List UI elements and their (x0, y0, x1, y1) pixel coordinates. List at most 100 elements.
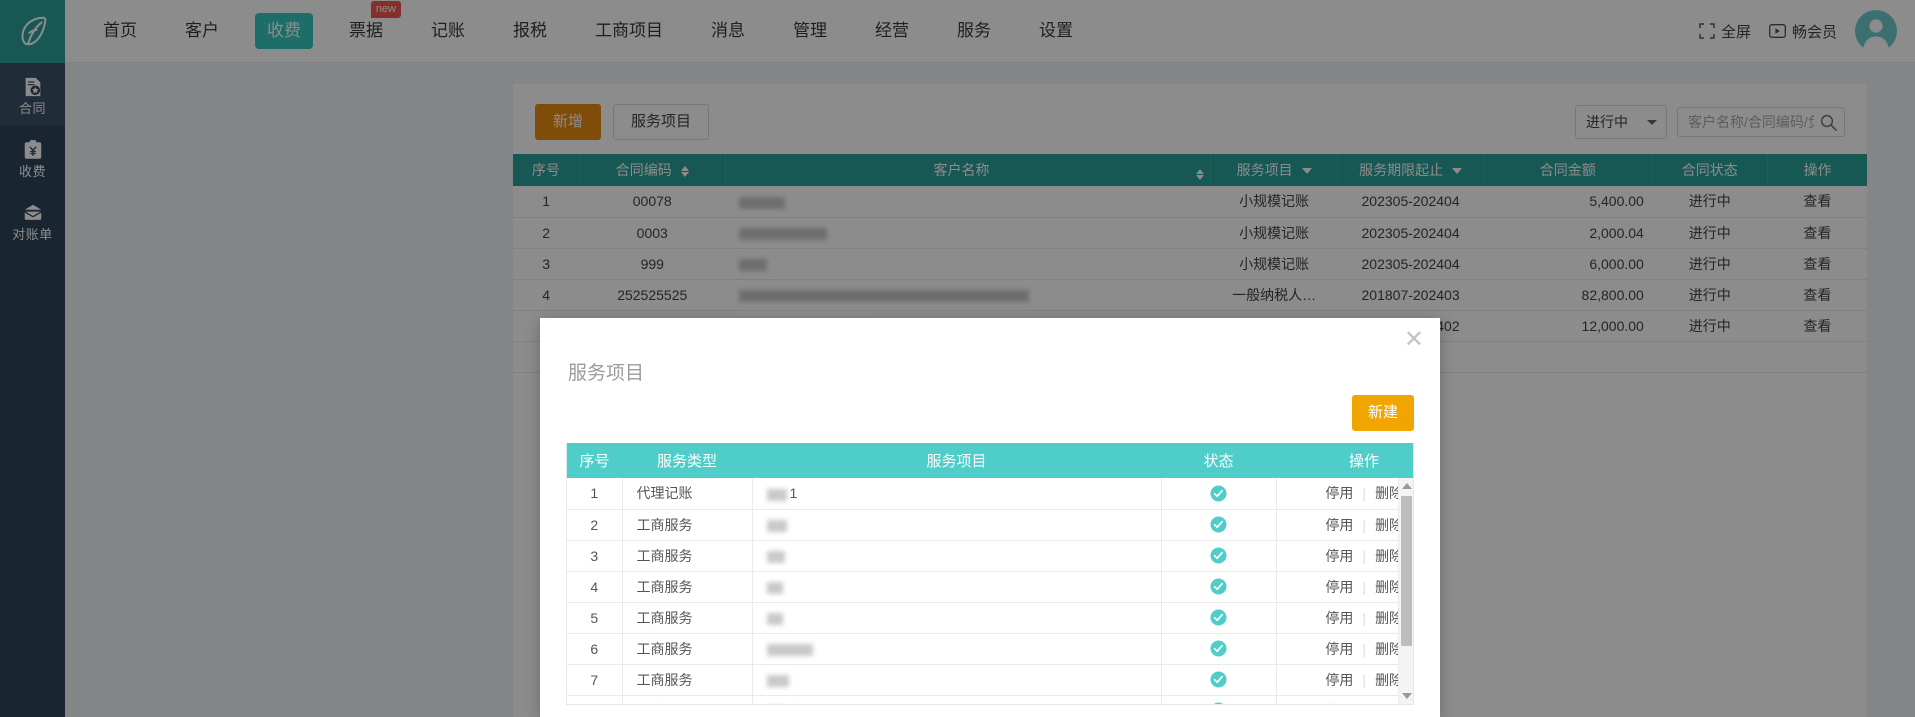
delete-link[interactable]: 删除 (1375, 640, 1404, 657)
table-row[interactable]: 4 252525525 一般纳税人… 201807-202403 82,800.00 进行… (513, 279, 1867, 311)
col-code[interactable]: 合同编码 (579, 154, 726, 186)
nav-item-1[interactable]: 客户 (173, 13, 231, 49)
view-link[interactable]: 查看 (1803, 286, 1832, 303)
table-row[interactable]: 6 工商服务 停用 | 删除 (567, 633, 1413, 665)
delete-link[interactable]: 删除 (1375, 671, 1404, 688)
cell-service-item: 注册 (752, 695, 1162, 704)
sidebar-item-fee[interactable]: 收费 (0, 126, 65, 189)
nav-item-3[interactable]: 票据 new (337, 1, 401, 49)
col-label: 服务期限起止 (1359, 162, 1444, 178)
cell-action[interactable]: 查看 (1767, 279, 1867, 311)
table-row[interactable]: 1 00078 小规模记账 202305-202404 5,400.00 进行中 查看 (513, 186, 1867, 218)
cell-action: 停用 | 删除 (1276, 664, 1413, 696)
table-row[interactable]: 1 代理记账 1 停用 | 删除 (567, 478, 1413, 510)
view-link[interactable]: 查看 (1803, 224, 1832, 241)
delete-link[interactable]: 删除 (1375, 609, 1404, 626)
col-period[interactable]: 服务期限起止 (1337, 154, 1485, 186)
disable-link[interactable]: 停用 (1325, 547, 1354, 564)
play-video-icon (1769, 24, 1786, 38)
col-label: 服务项目 (1236, 162, 1293, 178)
disable-link[interactable]: 停用 (1325, 671, 1354, 688)
nav-item-5[interactable]: 报税 (501, 13, 559, 49)
disable-link[interactable]: 停用 (1325, 516, 1354, 533)
disable-link[interactable]: 停用 (1325, 703, 1353, 705)
scroll-down-icon[interactable] (1402, 693, 1412, 699)
table-row[interactable]: 3 999 小规模记账 202305-202404 6,000.00 进行中 查看 (513, 248, 1867, 280)
member-button[interactable]: 畅会员 (1769, 21, 1837, 42)
avatar[interactable] (1855, 10, 1897, 52)
app-logo[interactable] (0, 0, 65, 63)
cell-no: 4 (567, 571, 623, 603)
disable-link[interactable]: 停用 (1325, 640, 1354, 657)
cell-period: 202305-202404 (1337, 186, 1484, 218)
status-filter-value: 进行中 (1586, 114, 1628, 130)
scroll-up-icon[interactable] (1402, 483, 1412, 489)
col-service[interactable]: 服务项目 (1210, 154, 1338, 186)
disable-link[interactable]: 停用 (1325, 609, 1354, 626)
search-input[interactable] (1688, 114, 1814, 130)
col-amount: 合同金额 (1483, 154, 1653, 186)
modal-table-wrapper: 序号 服务类型 服务项目 状态 操作 1 代理记账 1 停用 | 删除 2 工商服务 停用 | 删除… (566, 443, 1414, 705)
nav-item-2[interactable]: 收费 (255, 13, 313, 49)
nav-item-10[interactable]: 服务 (945, 13, 1003, 49)
cell-service-item (752, 540, 1162, 572)
delete-link[interactable]: 删除 (1375, 578, 1404, 595)
search-icon[interactable] (1820, 114, 1837, 131)
fullscreen-button[interactable]: 全屏 (1699, 21, 1751, 42)
cell-amount: 6,000.00 (1483, 248, 1652, 280)
nav-item-6[interactable]: 工商项目 (583, 13, 675, 49)
cell-action[interactable] (1767, 341, 1867, 373)
disable-link[interactable]: 停用 (1325, 485, 1354, 502)
table-row[interactable]: 8工商服务注册 停用 | 删除 (567, 695, 1413, 705)
filter-caret-icon[interactable] (1301, 168, 1312, 175)
cell-customer (725, 186, 1211, 218)
table-row[interactable]: 7 工商服务 停用 | 删除 (567, 664, 1413, 696)
table-row[interactable]: 2 0003 小规模记账 202305-202404 2,000.04 进行中 查看 (513, 217, 1867, 249)
cell-service: 小规模记账 (1210, 217, 1338, 249)
col-customer[interactable]: 客户名称 (725, 154, 1212, 186)
cell-code: 252525525 (579, 279, 726, 311)
filter-caret-icon[interactable] (1452, 168, 1463, 175)
close-icon[interactable]: ✕ (1403, 325, 1424, 353)
sidebar-item-contract[interactable]: 合同 (0, 63, 65, 126)
delete-link[interactable]: 删除 (1375, 547, 1404, 564)
cell-action[interactable]: 查看 (1767, 186, 1867, 218)
table-row[interactable]: 5 工商服务 停用 | 删除 (567, 602, 1413, 634)
search-box[interactable] (1677, 107, 1845, 137)
nav-item-8[interactable]: 管理 (781, 13, 839, 49)
service-item-button[interactable]: 服务项目 (613, 104, 710, 140)
add-button[interactable]: 新增 (535, 104, 602, 140)
view-link[interactable]: 查看 (1803, 193, 1832, 210)
cell-no: 1 (567, 478, 623, 510)
cell-action[interactable]: 查看 (1767, 248, 1867, 280)
modal-actions: 新建 (540, 385, 1440, 443)
nav-item-7[interactable]: 消息 (699, 13, 757, 49)
delete-link[interactable]: 删除 (1375, 485, 1404, 502)
nav-label: 收费 (267, 21, 301, 40)
cell-action[interactable]: 查看 (1767, 310, 1867, 342)
scrollbar-thumb[interactable] (1401, 496, 1412, 646)
nav-item-9[interactable]: 经营 (863, 13, 921, 49)
mcol-type: 服务类型 (622, 443, 752, 478)
cell-status (1161, 478, 1277, 510)
sidebar-item-statement[interactable]: 对账单 (0, 189, 65, 252)
view-link[interactable]: 查看 (1803, 317, 1832, 334)
nav-item-0[interactable]: 首页 (91, 13, 149, 49)
table-row[interactable]: 2 工商服务 停用 | 删除 (567, 509, 1413, 541)
cell-no: 3 (567, 540, 623, 572)
view-link[interactable]: 查看 (1803, 255, 1832, 272)
contract-table-head: 序号 合同编码 客户名称 服务项目 (513, 154, 1867, 186)
cell-action[interactable]: 查看 (1767, 217, 1867, 249)
modal-scrollbar[interactable] (1398, 478, 1413, 704)
sort-icon[interactable] (680, 165, 689, 177)
sort-icon[interactable] (1196, 169, 1205, 180)
table-row[interactable]: 3 工商服务 停用 | 删除 (567, 540, 1413, 572)
col-label: 合同编码 (615, 162, 672, 178)
table-row[interactable]: 4 工商服务 停用 | 删除 (567, 571, 1413, 603)
delete-link[interactable]: 删除 (1375, 516, 1404, 533)
disable-link[interactable]: 停用 (1325, 578, 1354, 595)
status-filter-select[interactable]: 进行中 (1575, 105, 1667, 139)
new-button[interactable]: 新建 (1351, 395, 1414, 431)
nav-item-4[interactable]: 记账 (419, 13, 477, 49)
nav-item-11[interactable]: 设置 (1027, 13, 1085, 49)
